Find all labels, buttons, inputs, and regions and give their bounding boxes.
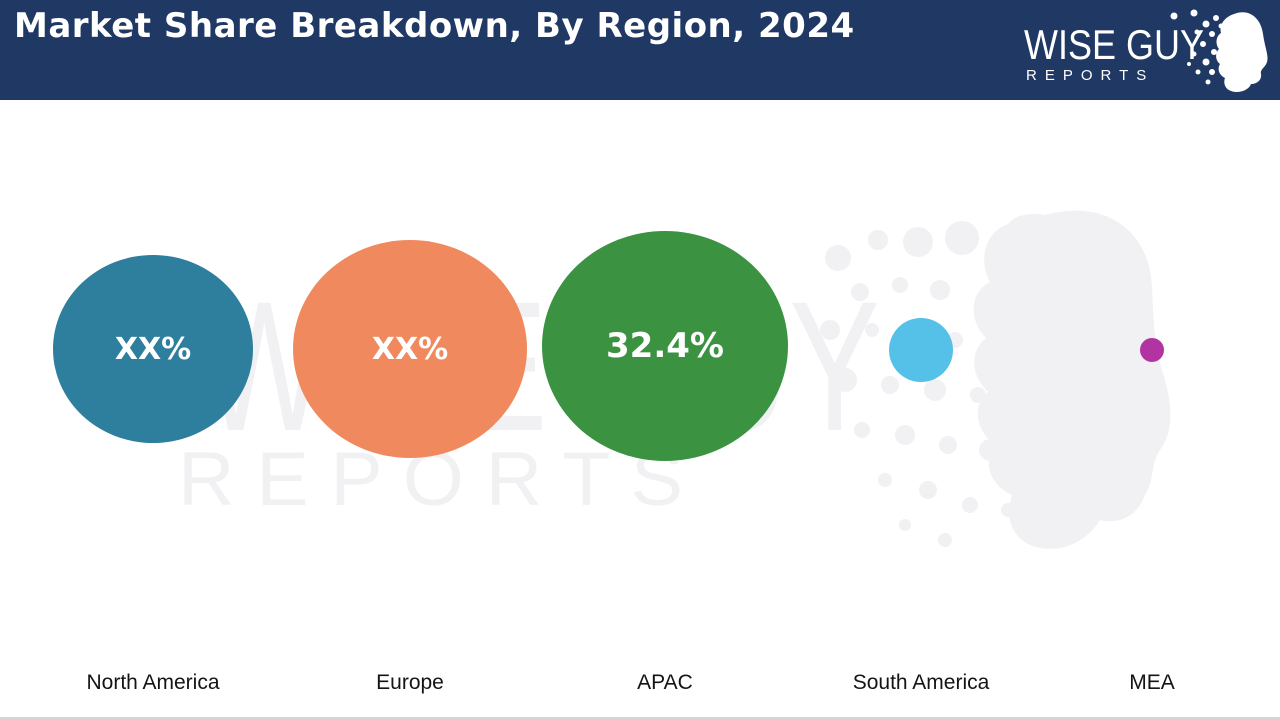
logo-wordmark: WISE GUY [1024, 21, 1204, 68]
bubble-mea [1140, 338, 1164, 362]
bubble-south-america [889, 318, 953, 382]
category-label-mea: MEA [1129, 671, 1175, 694]
bottom-divider [0, 717, 1280, 720]
wise-guy-logo: WISE GUY REPORTS [1024, 9, 1268, 93]
bubble-value-label-apac: 32.4% [606, 326, 724, 366]
category-label-south-america: South America [852, 671, 990, 694]
bubble-north-america: XX% [53, 255, 253, 443]
category-label-europe: Europe [376, 671, 444, 694]
bubble-europe: XX% [293, 240, 527, 458]
chart-title: Market Share Breakdown, By Region, 2024 [14, 6, 855, 46]
watermark-dots [820, 221, 1043, 547]
category-label-north-america: North America [86, 671, 220, 694]
bubble-value-label-europe: XX% [371, 331, 449, 367]
logo-face-dots [1187, 15, 1224, 85]
logo-subtext: REPORTS [1026, 67, 1154, 84]
category-label-apac: APAC [637, 671, 693, 694]
header-bar: Market Share Breakdown, By Region, 2024 … [0, 0, 1280, 100]
logo-face [1170, 9, 1268, 93]
bubble-apac: 32.4% [542, 231, 788, 461]
bubble-value-label-north-america: XX% [114, 331, 192, 367]
